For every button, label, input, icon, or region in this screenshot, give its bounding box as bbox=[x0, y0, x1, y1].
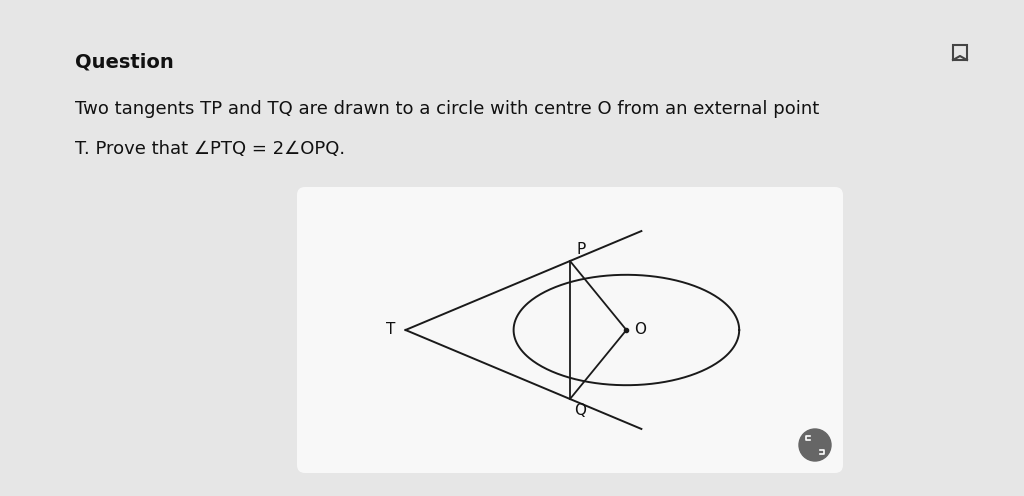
Text: T: T bbox=[386, 322, 395, 337]
Text: O: O bbox=[635, 322, 646, 337]
Text: Q: Q bbox=[574, 403, 586, 418]
Text: Question: Question bbox=[75, 52, 174, 71]
Circle shape bbox=[799, 429, 831, 461]
Text: T. Prove that ∠PTQ = 2∠OPQ.: T. Prove that ∠PTQ = 2∠OPQ. bbox=[75, 140, 345, 158]
Text: P: P bbox=[575, 242, 586, 257]
FancyBboxPatch shape bbox=[297, 187, 843, 473]
Text: Two tangents TP and TQ are drawn to a circle with centre O from an external poin: Two tangents TP and TQ are drawn to a ci… bbox=[75, 100, 819, 118]
